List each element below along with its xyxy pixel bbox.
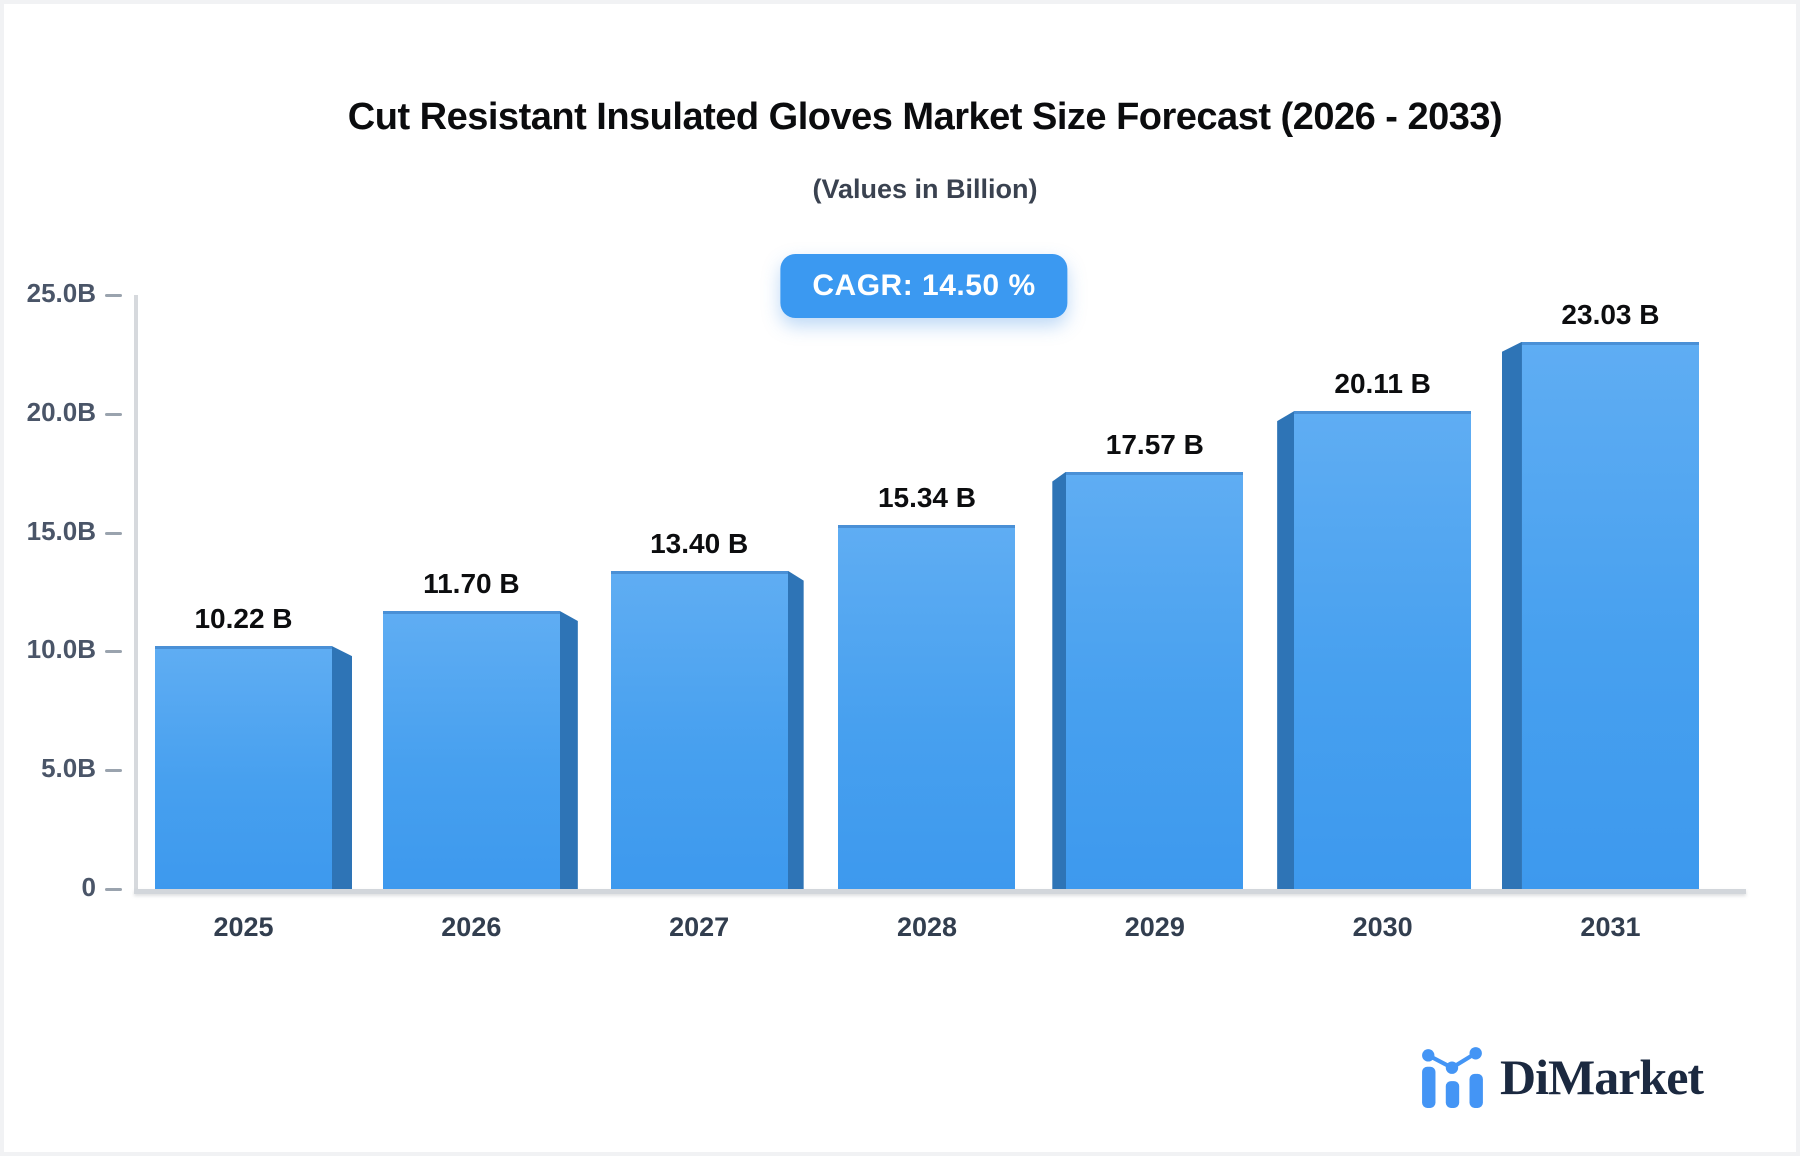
brand-name: DiMarket [1500,1049,1704,1105]
bar [1066,471,1244,889]
bar-value-label: 23.03 B [1561,298,1660,330]
y-axis-line [134,295,138,889]
bar [610,570,788,889]
bar-value-label: 15.34 B [877,481,977,513]
bar-3d-side [787,570,804,889]
y-axis-tick-mark [105,531,122,535]
bar-value-label: 20.11 B [1334,368,1431,400]
x-axis-label: 2030 [1352,912,1413,942]
bar-3d-side [1277,411,1295,889]
bar-chart-plot: 25.0B 20.0B 15.0B 10.0B 5.0B 0 10.22 B 2… [4,4,1796,1152]
bar-value-label: 11.70 B [423,568,520,599]
y-axis-tick-label: 0 [81,872,96,902]
y-axis-tick-mark [105,294,122,297]
y-axis-tick-mark [105,888,122,891]
bar-3d-side [1501,341,1522,889]
y-axis-tick-label: 25.0B [26,278,96,308]
x-axis-label: 2026 [441,912,502,942]
chart-subtitle: (Values in Billion) [812,174,1038,204]
x-axis-label: 2027 [669,912,730,942]
bar [155,646,332,889]
x-axis-baseline [134,889,1746,894]
bar [1294,411,1472,889]
bar [1521,341,1699,889]
x-axis-label: 2029 [1124,912,1185,942]
bar-value-label: 10.22 B [194,603,293,635]
y-axis-tick-label: 5.0B [41,753,96,784]
x-axis-label: 2025 [213,912,274,942]
bar-value-label: 13.40 B [650,527,749,559]
y-axis-tick-mark [105,769,122,773]
bar-line-chart-icon [1422,1047,1483,1108]
chart-title: Cut Resistant Insulated Gloves Market Si… [347,96,1503,138]
x-axis-label: 2031 [1580,912,1641,942]
bar-3d-side [559,611,578,889]
bar-3d-side [332,646,352,889]
y-axis-tick-mark [105,650,122,654]
x-axis-label: 2028 [896,912,958,942]
bar-3d-side [1052,471,1067,889]
brand-logo: DiMarket [1420,1042,1704,1112]
bar-value-label: 17.57 B [1105,428,1204,460]
y-axis-tick-mark [105,412,122,416]
bar [838,524,1016,889]
y-axis-tick-label: 20.0B [26,396,96,427]
y-axis-tick-label: 10.0B [26,634,96,665]
bar [382,611,560,889]
y-axis-tick-label: 15.0B [26,515,96,546]
cagr-badge: CAGR: 14.50 % [780,254,1068,318]
